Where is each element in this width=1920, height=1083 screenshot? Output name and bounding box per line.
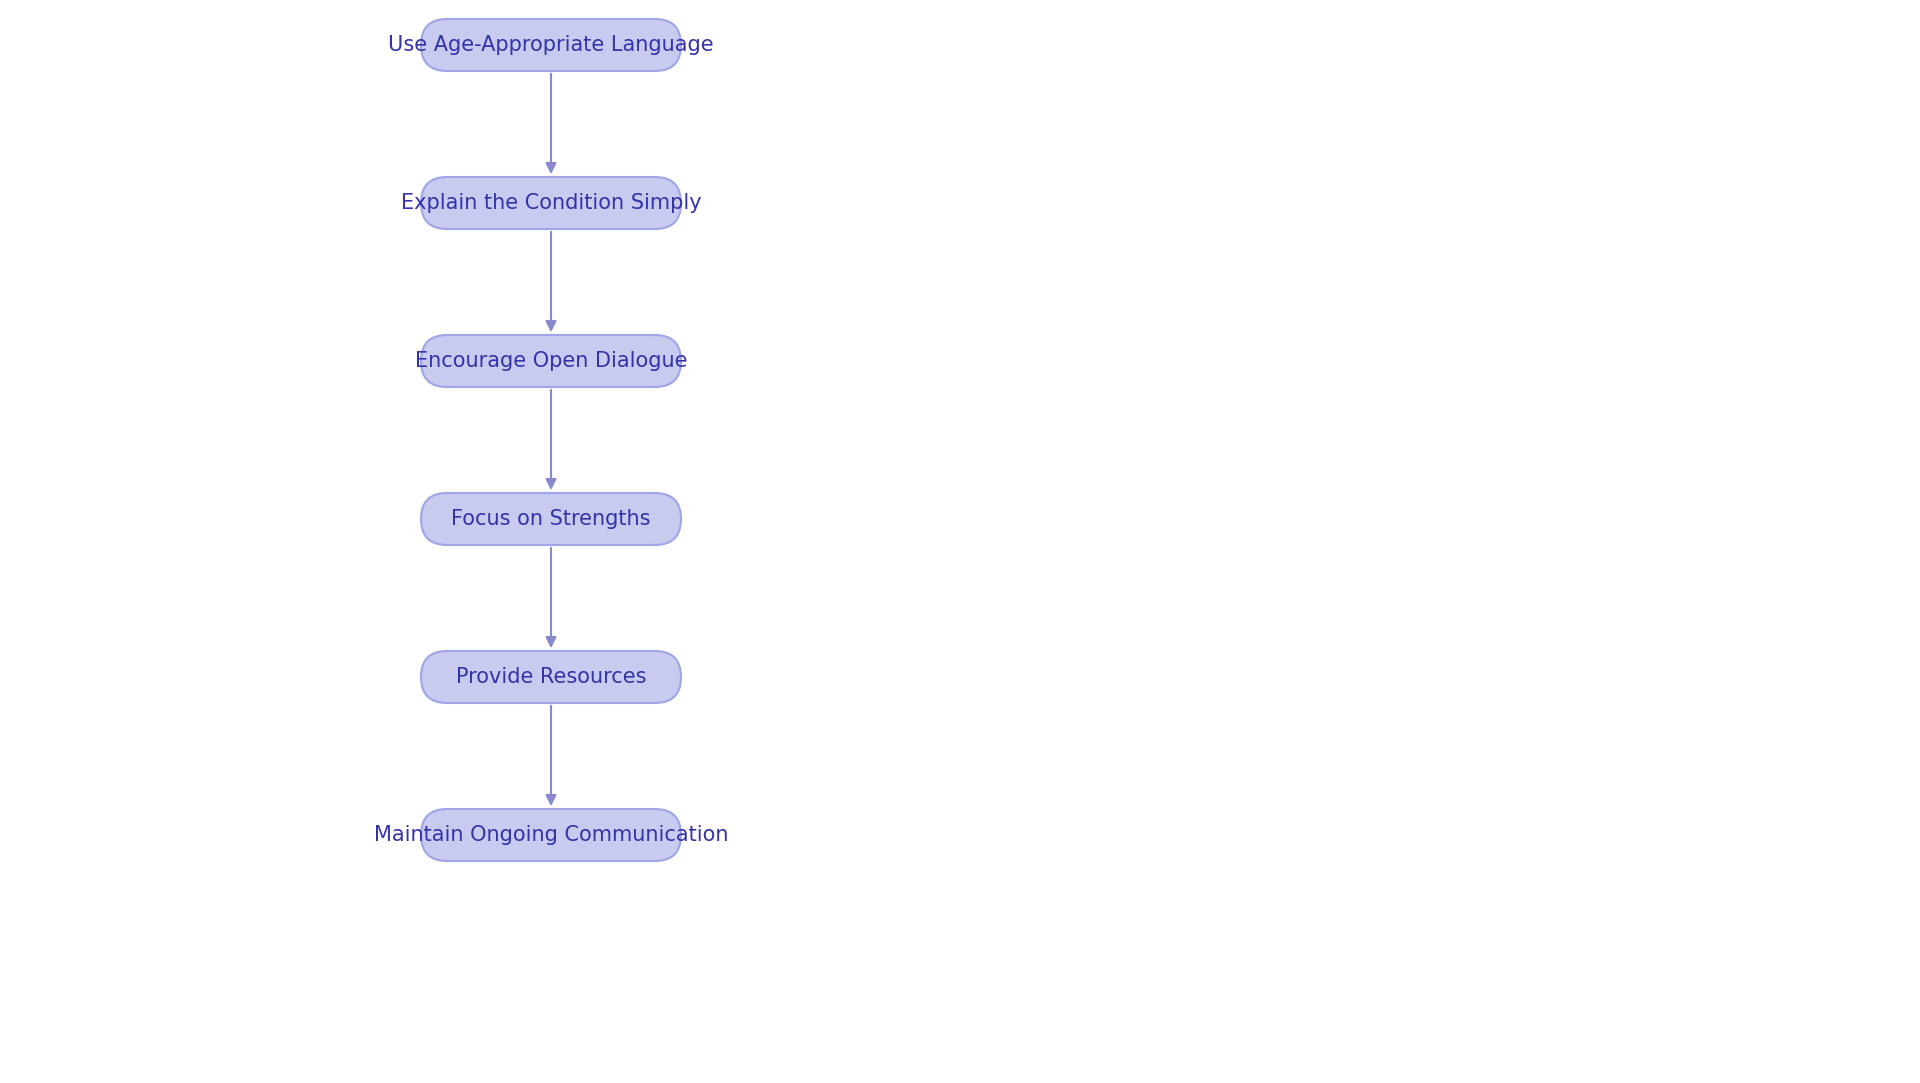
FancyBboxPatch shape	[420, 335, 682, 387]
Text: Use Age-Appropriate Language: Use Age-Appropriate Language	[388, 35, 714, 55]
Text: Maintain Ongoing Communication: Maintain Ongoing Communication	[374, 825, 728, 845]
FancyBboxPatch shape	[420, 177, 682, 229]
Text: Provide Resources: Provide Resources	[455, 667, 647, 687]
Text: Focus on Strengths: Focus on Strengths	[451, 509, 651, 529]
FancyBboxPatch shape	[420, 809, 682, 861]
Text: Encourage Open Dialogue: Encourage Open Dialogue	[415, 351, 687, 371]
FancyBboxPatch shape	[420, 493, 682, 545]
Text: Explain the Condition Simply: Explain the Condition Simply	[401, 193, 701, 213]
FancyBboxPatch shape	[420, 651, 682, 703]
FancyBboxPatch shape	[420, 19, 682, 71]
